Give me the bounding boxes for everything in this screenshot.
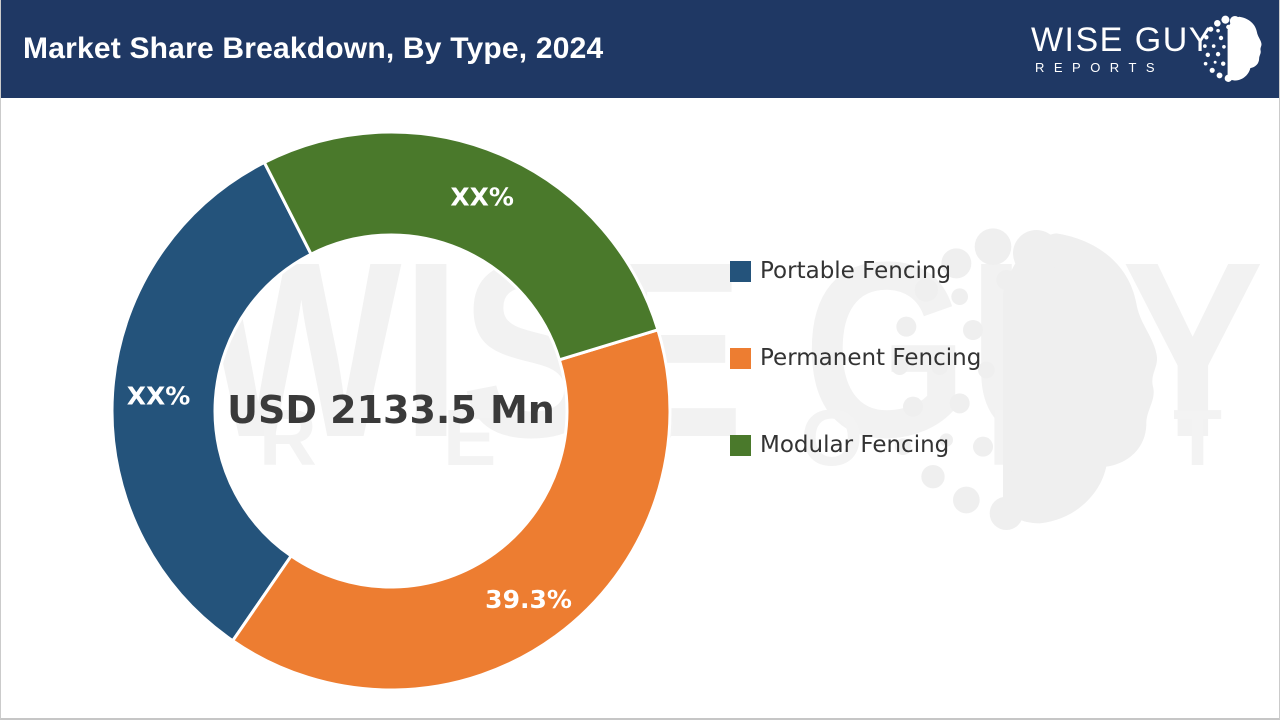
page-title: Market Share Breakdown, By Type, 2024 <box>23 32 604 65</box>
legend-item: Portable Fencing <box>730 258 981 284</box>
logo-text: WISE GUY REPORTS <box>1030 20 1213 76</box>
donut-segment-modular-fencing <box>262 130 660 362</box>
legend-label: Modular Fencing <box>760 432 950 458</box>
segment-label: XX% <box>450 182 514 211</box>
legend-item: Permanent Fencing <box>730 345 981 371</box>
donut-segment-portable-fencing <box>110 160 313 643</box>
legend-label: Portable Fencing <box>760 258 952 284</box>
legend-swatch <box>730 347 751 369</box>
wiseguy-logo: WISE GUY REPORTS <box>1031 12 1265 86</box>
segment-label: 39.3% <box>485 585 572 614</box>
segment-label: XX% <box>127 381 191 410</box>
donut-segment-permanent-fencing <box>231 328 672 692</box>
donut-center-value: USD 2133.5 Mn <box>227 388 555 432</box>
legend-label: Permanent Fencing <box>760 345 982 371</box>
logo-subtitle: REPORTS <box>1034 60 1165 76</box>
legend: Portable Fencing Permanent Fencing Modular… <box>730 258 981 458</box>
logo-wordmark: WISE GUY <box>1030 20 1213 59</box>
legend-swatch <box>730 260 751 282</box>
legend-item: Modular Fencing <box>730 432 981 458</box>
header-bar: Market Share Breakdown, By Type, 2024 WI… <box>1 0 1279 98</box>
legend-swatch <box>730 434 751 456</box>
donut-chart: USD 2133.5 Mn XX% 39.3% XX% <box>110 130 672 692</box>
